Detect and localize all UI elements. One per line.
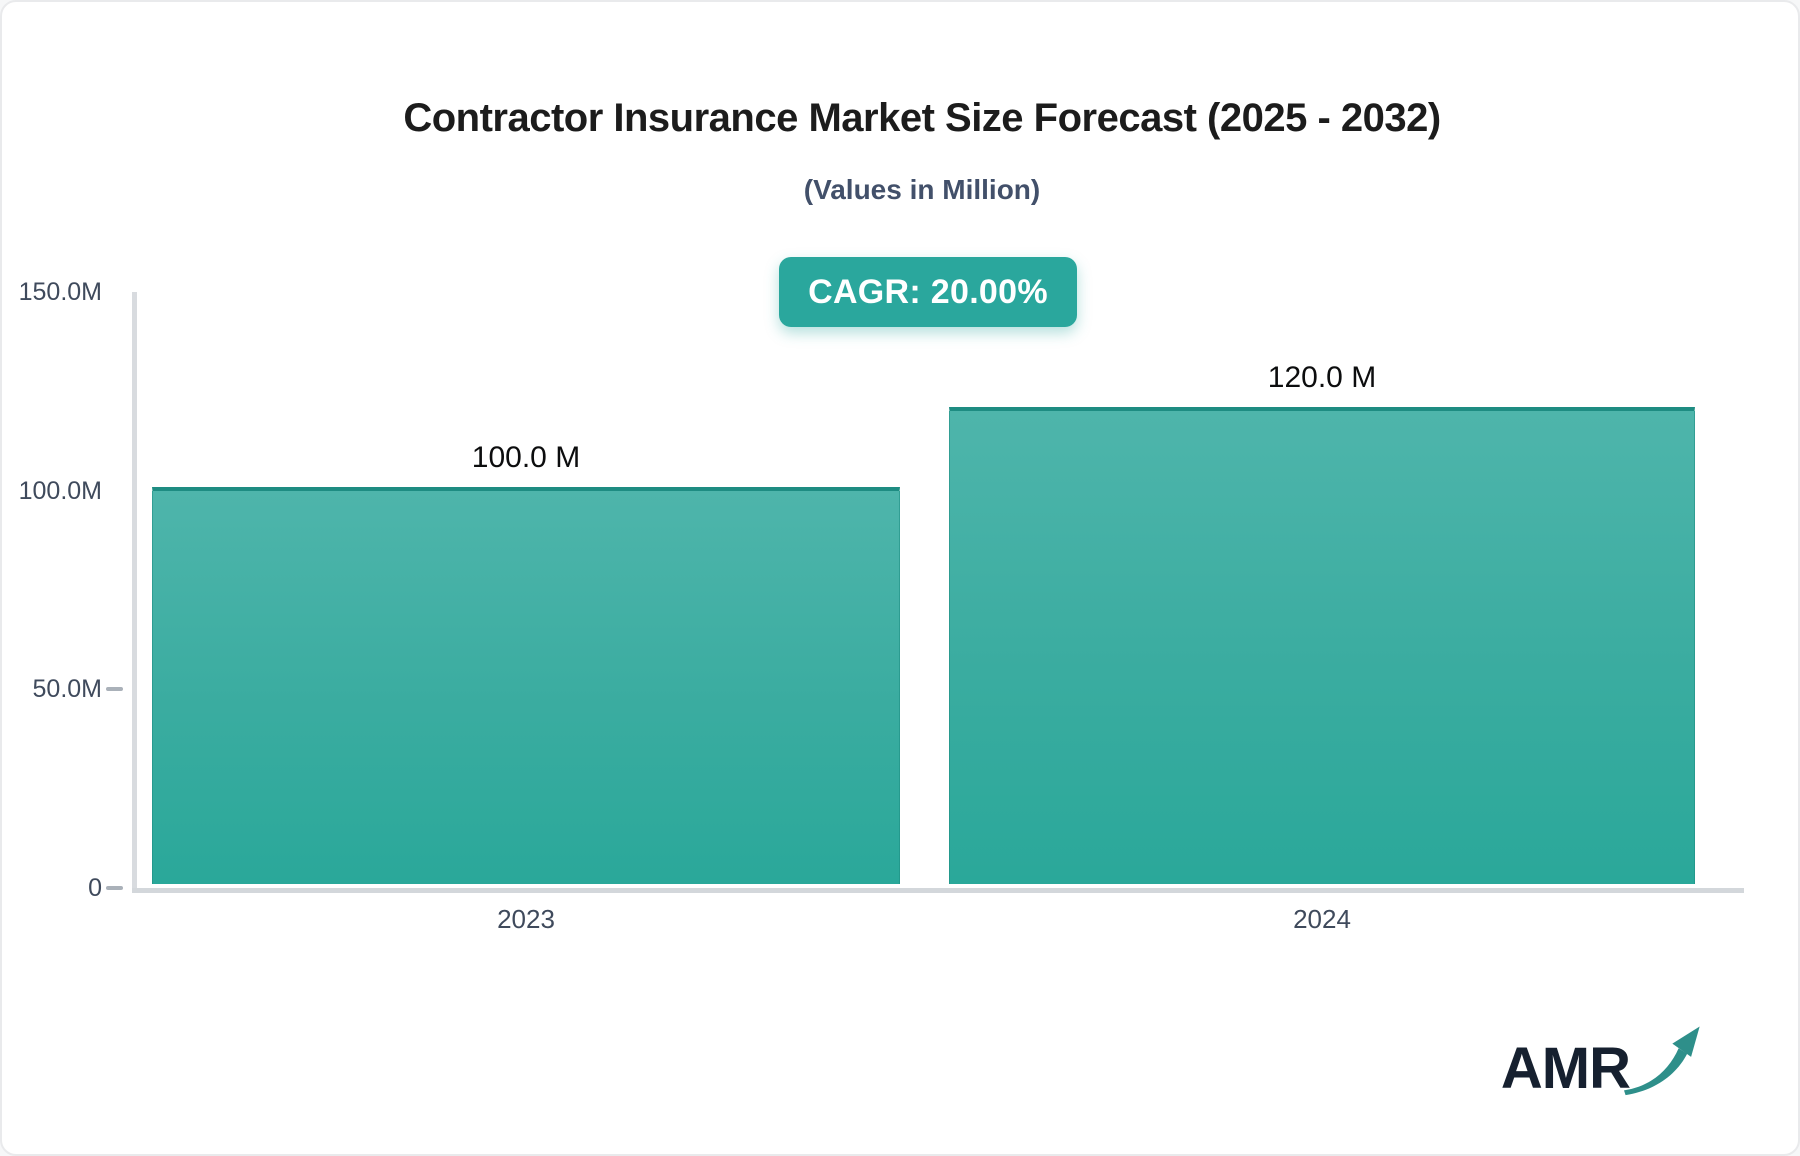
y-tick-mark [106, 687, 123, 691]
chart-title: Contractor Insurance Market Size Forecas… [403, 96, 1441, 140]
y-tick-label: 0 [88, 874, 102, 902]
bar-value-label: 120.0 M [1267, 361, 1377, 395]
y-tick-label: 100.0M [18, 477, 102, 505]
bar-2023[interactable] [152, 487, 900, 884]
y-tick-label: 50.0M [32, 675, 102, 703]
y-tick-mark [106, 886, 123, 890]
x-axis-line [132, 888, 1744, 893]
chart-subtitle: (Values in Million) [803, 174, 1041, 205]
cagr-badge: CAGR: 20.00% [779, 257, 1077, 327]
y-axis-line [132, 292, 137, 893]
growth-arrow-icon [1624, 1026, 1700, 1096]
bar-2024[interactable] [949, 407, 1695, 884]
amr-logo-text: AMR [1500, 1036, 1631, 1101]
x-tick-label: 2023 [497, 904, 555, 934]
bar-value-label: 100.0 M [471, 440, 581, 474]
amr-logo: AMR [1501, 1024, 1702, 1098]
y-tick-label: 150.0M [18, 278, 102, 306]
x-tick-label: 2024 [1293, 904, 1351, 934]
